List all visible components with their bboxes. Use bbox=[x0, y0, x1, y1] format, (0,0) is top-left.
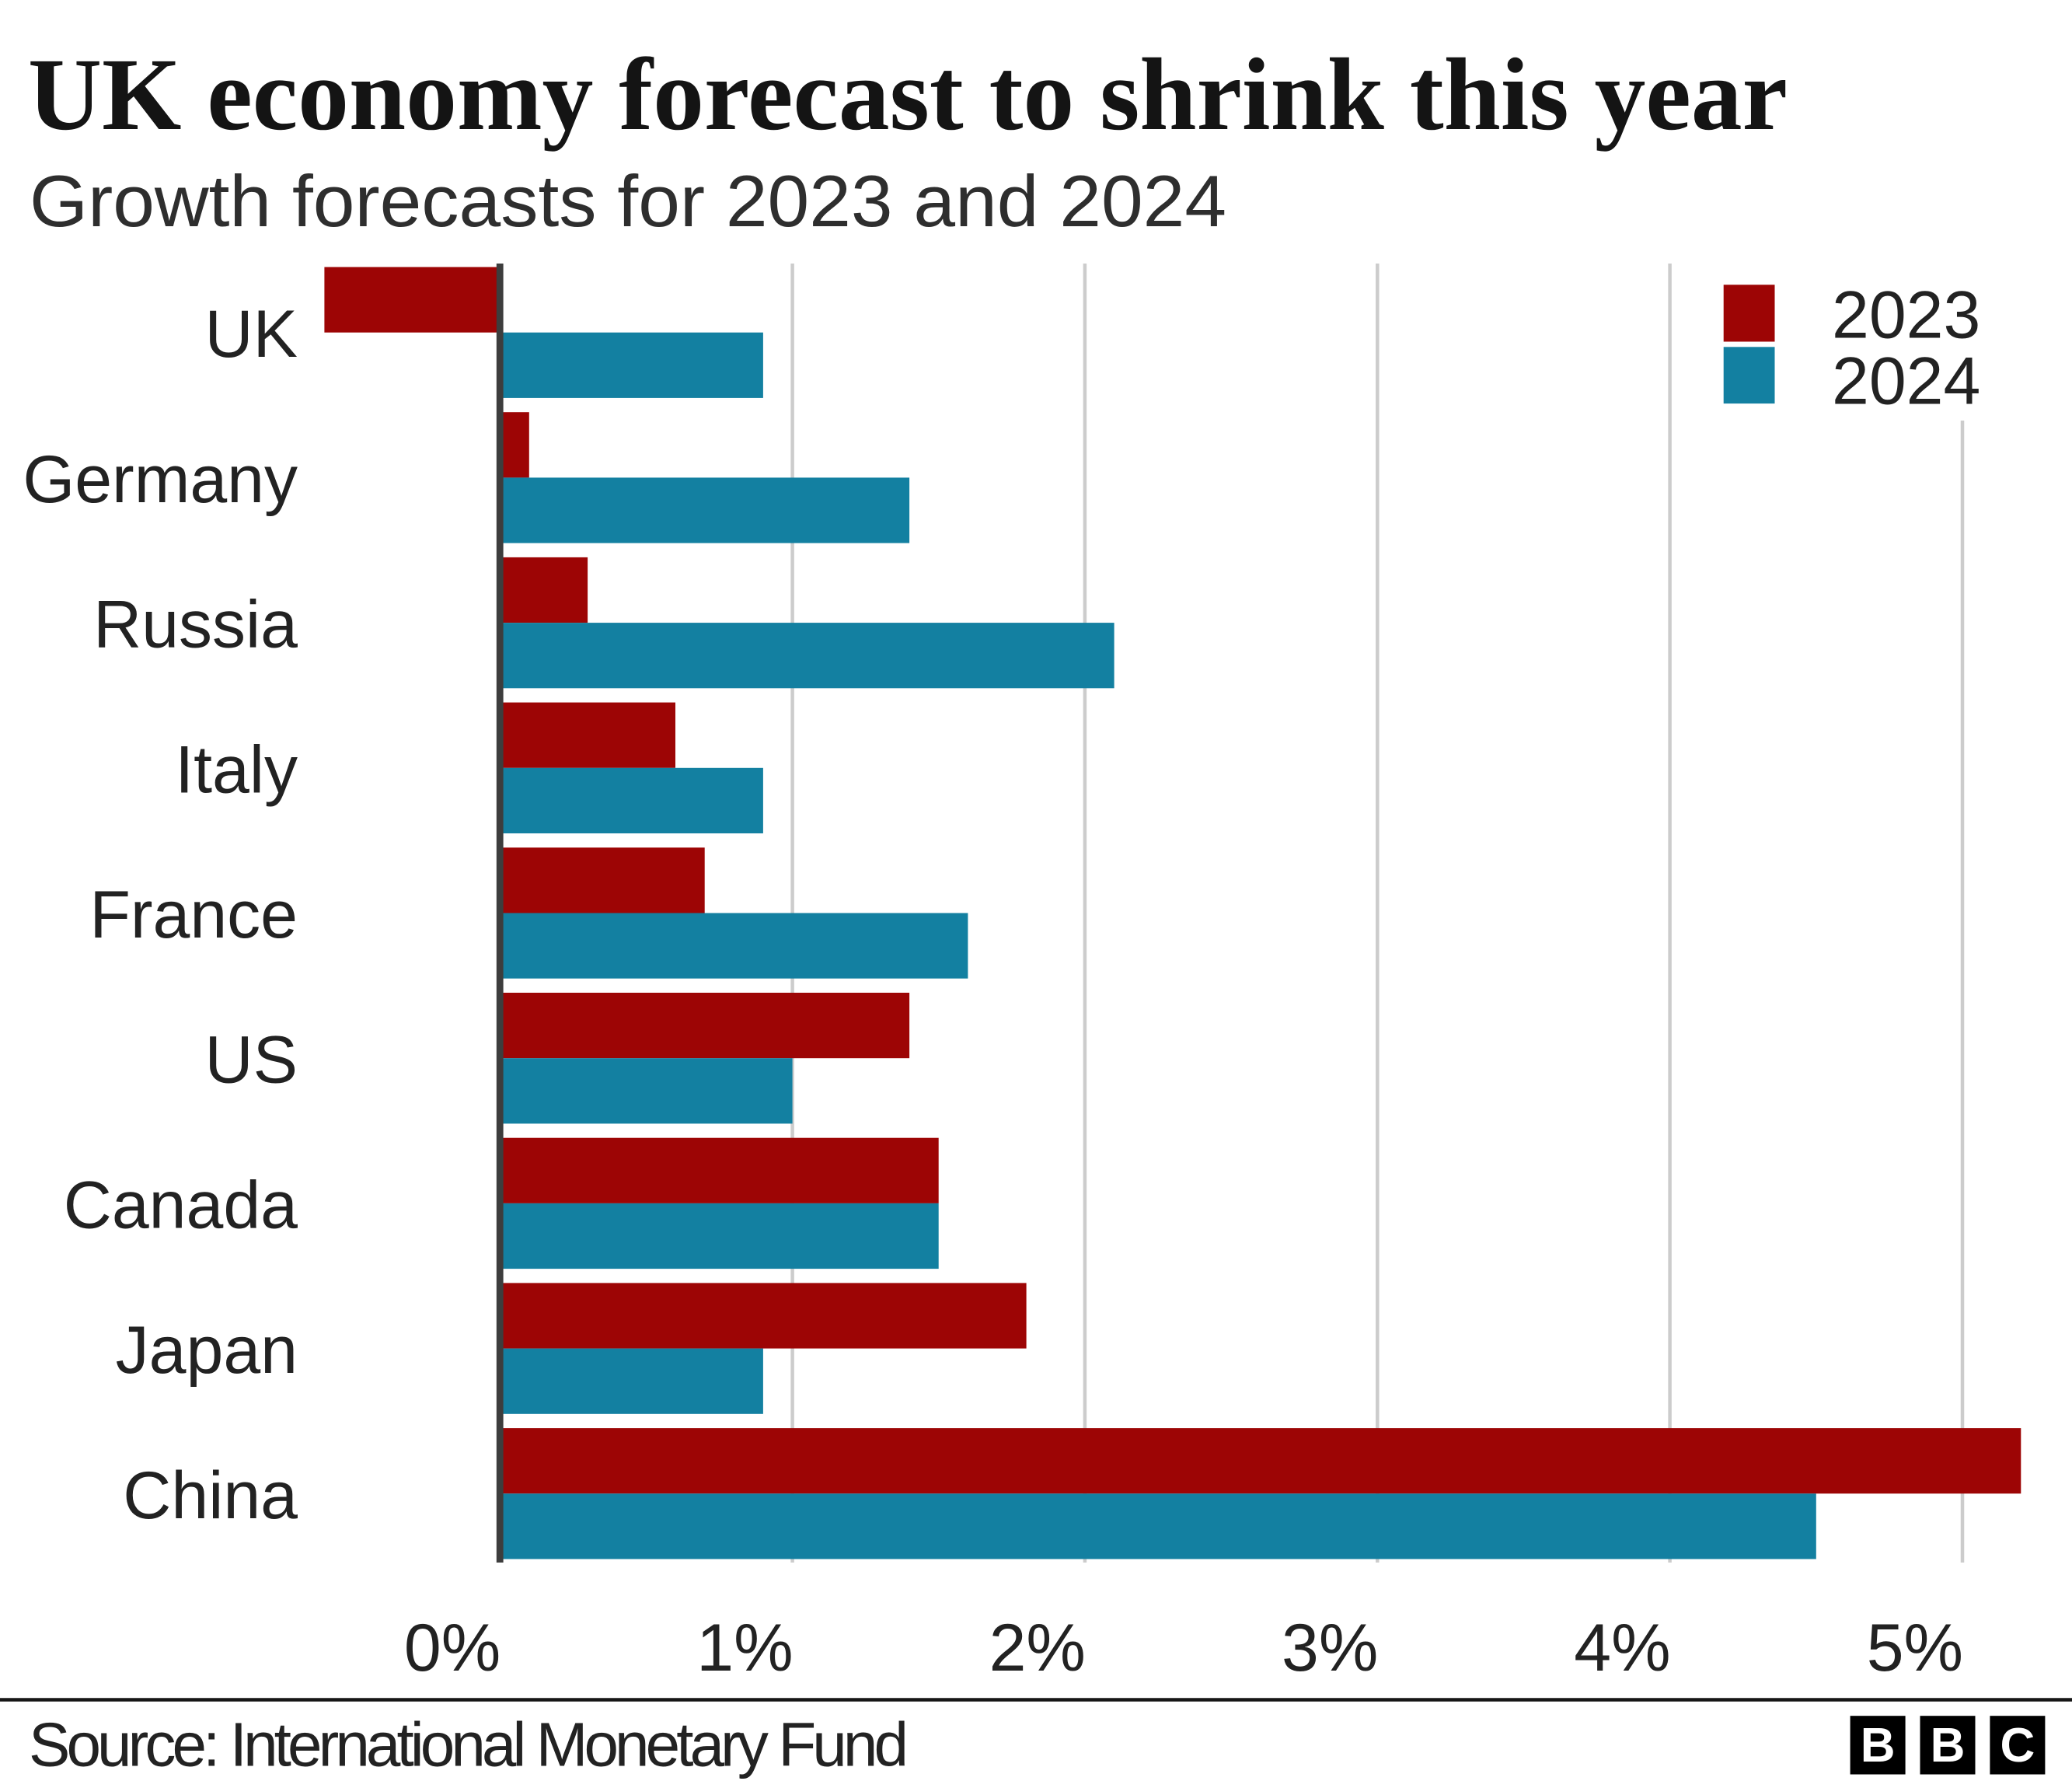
svg-text:Japan: Japan bbox=[116, 1313, 298, 1388]
svg-text:UK: UK bbox=[205, 297, 298, 372]
svg-text:2%: 2% bbox=[989, 1611, 1086, 1685]
svg-text:B: B bbox=[1861, 1719, 1896, 1772]
svg-text:UK economy forecast to shrink: UK economy forecast to shrink this year bbox=[28, 37, 1788, 152]
svg-text:Italy: Italy bbox=[175, 732, 298, 807]
svg-text:1%: 1% bbox=[696, 1611, 793, 1685]
svg-text:Canada: Canada bbox=[64, 1168, 298, 1242]
svg-text:5%: 5% bbox=[1867, 1611, 1963, 1685]
svg-text:0%: 0% bbox=[404, 1611, 501, 1685]
svg-text:Source: International Monetary: Source: International Monetary Fund bbox=[29, 1709, 909, 1779]
svg-text:3%: 3% bbox=[1282, 1611, 1378, 1685]
svg-text:2024: 2024 bbox=[1832, 344, 1980, 418]
svg-text:C: C bbox=[2000, 1719, 2035, 1772]
svg-text:4%: 4% bbox=[1574, 1611, 1670, 1685]
svg-text:B: B bbox=[1931, 1719, 1966, 1772]
svg-text:China: China bbox=[123, 1458, 298, 1533]
svg-text:2023: 2023 bbox=[1832, 278, 1980, 353]
svg-text:France: France bbox=[89, 878, 298, 952]
svg-text:Growth forecasts for 2023 and: Growth forecasts for 2023 and 2024 bbox=[30, 160, 1226, 242]
svg-text:Russia: Russia bbox=[93, 588, 298, 662]
svg-text:US: US bbox=[205, 1023, 298, 1098]
svg-text:Germany: Germany bbox=[23, 442, 298, 517]
